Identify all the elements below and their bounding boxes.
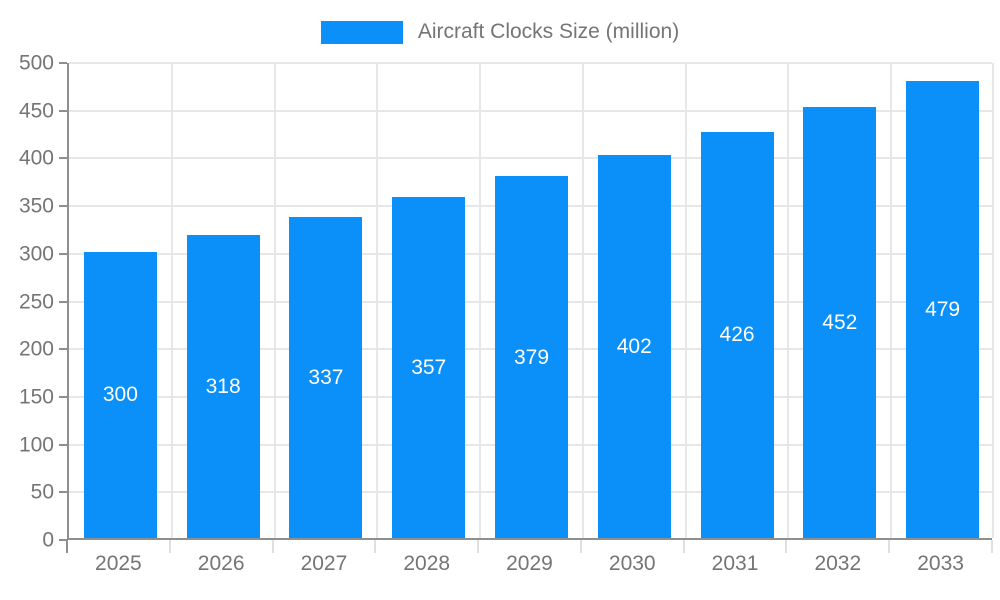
x-tick bbox=[785, 540, 788, 553]
gridline-horizontal bbox=[69, 62, 992, 64]
bar[interactable]: 379 bbox=[495, 176, 568, 538]
bar-value-label: 452 bbox=[822, 310, 858, 334]
x-axis-label: 2030 bbox=[608, 552, 656, 575]
y-tick bbox=[59, 348, 67, 351]
x-axis-label: 2028 bbox=[403, 552, 451, 575]
bar[interactable]: 452 bbox=[803, 106, 877, 538]
y-tick bbox=[59, 443, 67, 446]
bar-value-label: 479 bbox=[925, 298, 961, 322]
gridline-vertical bbox=[170, 63, 173, 538]
bar[interactable]: 318 bbox=[186, 234, 260, 538]
y-tick-label: 450 bbox=[18, 99, 54, 123]
x-tick bbox=[991, 540, 993, 553]
bar-value-label: 402 bbox=[616, 334, 652, 358]
y-tick bbox=[59, 300, 67, 303]
y-tick bbox=[59, 205, 67, 208]
x-tick bbox=[168, 540, 171, 553]
y-tick bbox=[59, 62, 67, 64]
bar[interactable]: 357 bbox=[392, 197, 466, 538]
y-tick-label: 200 bbox=[18, 337, 54, 361]
y-tick-label: 100 bbox=[18, 433, 54, 457]
y-tick-label: 350 bbox=[18, 194, 54, 218]
x-tick bbox=[579, 540, 582, 553]
y-tick bbox=[59, 109, 67, 112]
x-tick bbox=[477, 540, 480, 553]
y-tick bbox=[59, 395, 67, 398]
x-axis-label: 2027 bbox=[300, 552, 348, 575]
x-tick bbox=[66, 540, 68, 553]
bar[interactable]: 402 bbox=[597, 154, 671, 538]
x-tick bbox=[271, 540, 274, 553]
bar-value-label: 318 bbox=[205, 374, 241, 398]
x-axis-label: 2031 bbox=[711, 552, 759, 575]
x-axis-label: 2033 bbox=[917, 552, 964, 575]
gridline-horizontal bbox=[69, 109, 992, 112]
legend-label: Aircraft Clocks Size (million) bbox=[417, 20, 680, 43]
gridline-vertical bbox=[992, 63, 994, 538]
y-tick bbox=[59, 157, 67, 160]
gridline-vertical bbox=[273, 63, 276, 538]
gridline-vertical bbox=[890, 63, 893, 538]
bar[interactable]: 426 bbox=[700, 131, 774, 538]
gridline-vertical bbox=[684, 63, 687, 538]
y-tick-label: 500 bbox=[18, 51, 54, 75]
gridline-horizontal bbox=[69, 157, 992, 160]
y-tick-label: 250 bbox=[18, 290, 54, 313]
y-tick bbox=[59, 539, 67, 541]
bar-value-label: 337 bbox=[308, 365, 344, 389]
y-tick-label: 400 bbox=[18, 146, 54, 170]
legend-swatch-icon bbox=[320, 20, 403, 44]
y-tick-label: 300 bbox=[18, 242, 54, 266]
y-tick-label: 150 bbox=[18, 385, 54, 409]
bar-value-label: 357 bbox=[411, 356, 447, 380]
x-tick bbox=[374, 540, 377, 553]
x-axis-label: 2026 bbox=[197, 552, 245, 575]
bar[interactable]: 337 bbox=[289, 216, 363, 538]
bar-value-label: 300 bbox=[102, 383, 138, 407]
y-tick-label: 50 bbox=[30, 480, 54, 504]
y-tick bbox=[59, 252, 67, 255]
bar[interactable]: 300 bbox=[83, 251, 157, 538]
bar-value-label: 426 bbox=[719, 323, 755, 347]
x-tick bbox=[682, 540, 685, 553]
legend[interactable]: Aircraft Clocks Size (million) bbox=[0, 20, 1000, 44]
gridline-vertical bbox=[787, 63, 790, 538]
y-tick bbox=[59, 491, 67, 494]
y-tick-label: 0 bbox=[42, 528, 54, 552]
plot-area: 300 318 337 357 379 402 426 452 479 bbox=[67, 62, 994, 540]
x-axis-label: 2032 bbox=[814, 552, 862, 575]
x-tick bbox=[888, 540, 891, 553]
gridline-vertical bbox=[581, 63, 584, 538]
bar[interactable]: 479 bbox=[906, 81, 980, 538]
bar-value-label: 379 bbox=[513, 345, 550, 369]
gridline-vertical bbox=[376, 63, 379, 538]
x-axis-label: 2025 bbox=[95, 552, 142, 575]
gridline-vertical bbox=[479, 63, 482, 538]
x-axis-label: 2029 bbox=[506, 552, 553, 575]
